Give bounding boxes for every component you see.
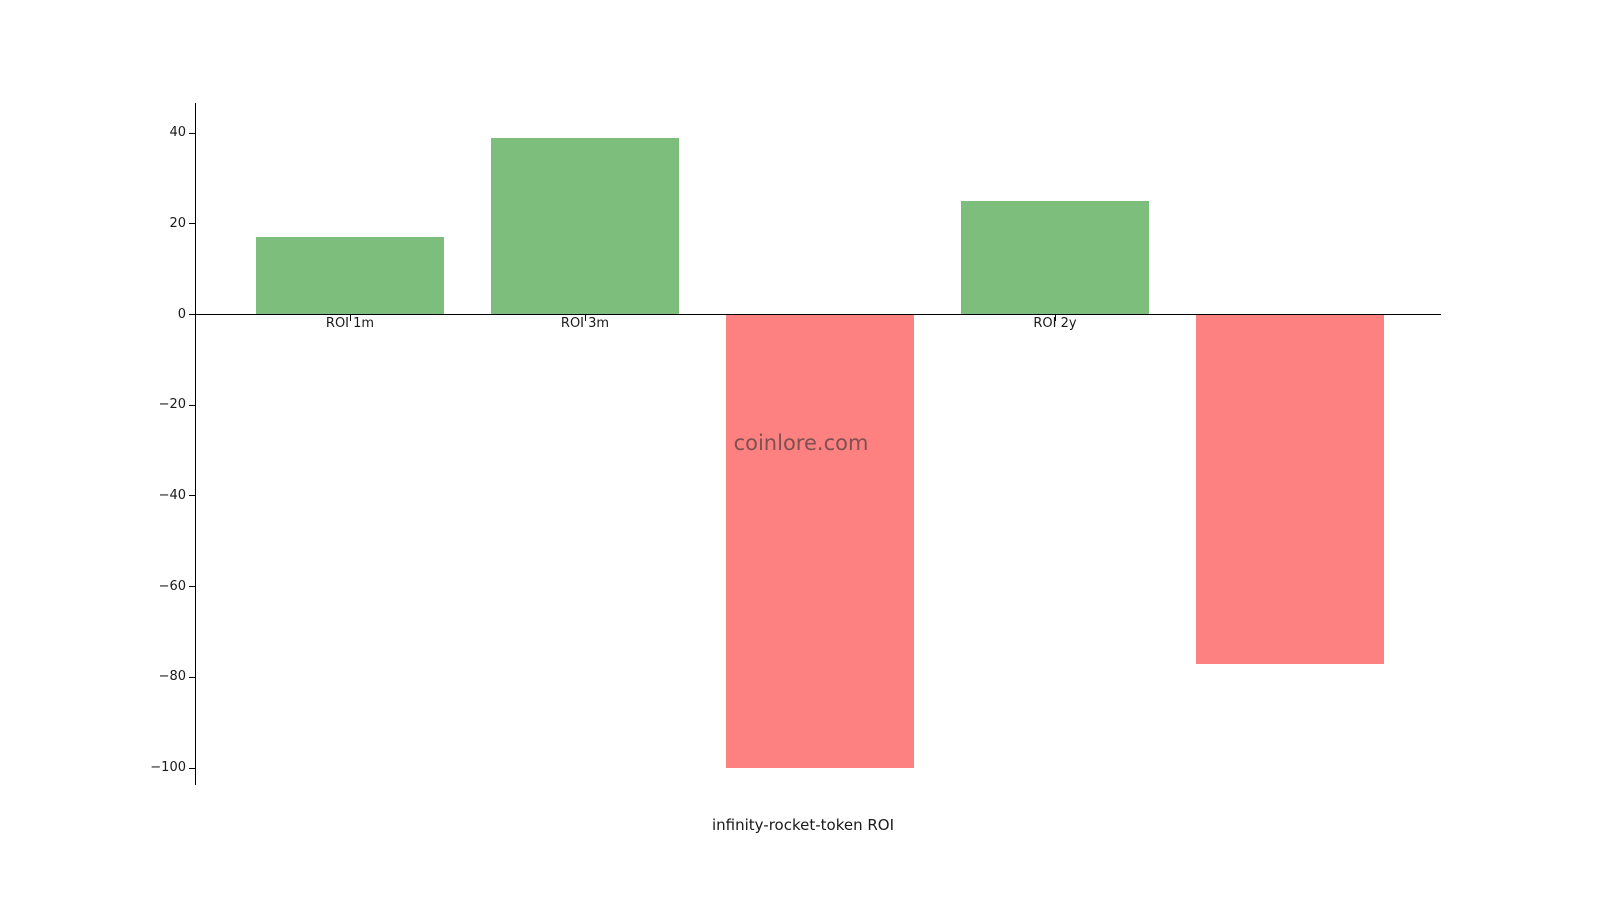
- y-tick-mark: [189, 223, 195, 225]
- watermark-text: coinlore.com: [733, 431, 869, 455]
- y-tick-label: 0: [177, 306, 186, 322]
- y-tick-label: 20: [169, 215, 186, 231]
- x-tick-mark: [1055, 314, 1056, 321]
- y-tick-label: 40: [169, 125, 186, 141]
- y-tick-label: −80: [158, 669, 186, 685]
- y-tick-label: −100: [150, 760, 186, 775]
- y-axis-spine: [195, 103, 196, 785]
- x-tick-mark: [585, 314, 586, 321]
- y-tick-mark: [189, 495, 195, 497]
- x-axis-zero-line: [196, 314, 1441, 315]
- x-tick-label: ROI 1m: [325, 316, 375, 331]
- x-tick-mark: [350, 314, 351, 321]
- y-tick-mark: [189, 132, 195, 134]
- chart-bar-unlabeled-4: [1196, 314, 1384, 664]
- chart-bar-roi-2y: [961, 201, 1149, 315]
- x-tick-label: ROI 3m: [560, 316, 610, 331]
- y-tick-mark: [189, 404, 195, 406]
- y-tick-label: −20: [158, 397, 186, 413]
- y-tick-label: −40: [158, 487, 186, 503]
- y-tick-label: −60: [158, 578, 186, 594]
- y-tick-mark: [189, 586, 195, 588]
- y-tick-mark: [189, 676, 195, 678]
- chart-bar-roi-3m: [491, 137, 679, 315]
- y-tick-mark: [189, 314, 195, 315]
- y-tick-mark: [189, 767, 195, 769]
- chart-bar-unlabeled-2: [726, 314, 914, 768]
- x-tick-label: ROI 2y: [1033, 316, 1077, 331]
- chart-bar-roi-1m: [256, 237, 444, 315]
- chart-title: infinity-rocket-token ROI: [711, 816, 895, 834]
